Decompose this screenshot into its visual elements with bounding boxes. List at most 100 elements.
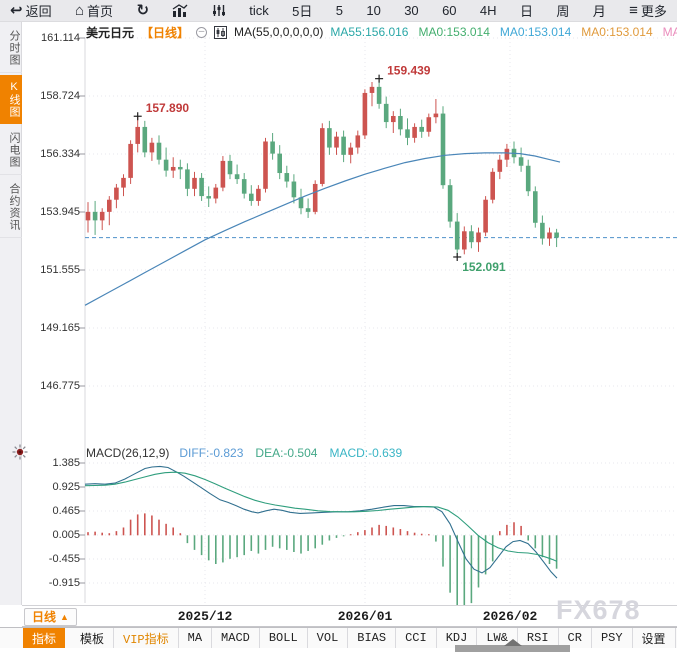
sliders-icon	[212, 4, 226, 17]
ma-value: MA0:153.014	[418, 25, 490, 39]
toolbar-item-label: 更多	[640, 4, 667, 19]
ma-settings-label: MA(55,0,0,0,0,0)	[234, 25, 324, 39]
indicator-tab-MACD[interactable]: MACD	[212, 628, 260, 648]
macd-axis-label: -0.915	[48, 577, 80, 589]
toolbar-item-week[interactable]: 周	[556, 1, 569, 20]
toolbar-item-label: 4H	[479, 3, 497, 18]
indicator-tab-CCI[interactable]: CCI	[396, 628, 437, 648]
toolbar-item-label: 30	[404, 3, 419, 18]
toolbar-item-label: 5日	[292, 4, 313, 19]
indicator-tab-VOL[interactable]: VOL	[308, 628, 349, 648]
toolbar-item-m30[interactable]: 30	[404, 3, 418, 18]
toolbar-item-label: 5	[335, 3, 343, 18]
ma-value: MA0:	[662, 25, 677, 39]
indicator-tab-指标[interactable]: 指标	[23, 628, 66, 648]
period-tag: 【日线】	[141, 25, 190, 40]
price-annotation: 159.439	[387, 64, 431, 78]
macd-axis-label: 1.385	[52, 457, 80, 469]
toolbar-item-chart-type[interactable]	[172, 4, 188, 17]
refresh-icon: ↻	[136, 2, 150, 19]
toolbar-item-label: 返回	[25, 4, 52, 19]
price-axis-label: 156.334	[40, 148, 80, 160]
toolbar-item-indicator-settings[interactable]	[212, 4, 226, 17]
toolbar-item-month[interactable]: 月	[593, 1, 606, 20]
toolbar-item-label: tick	[249, 3, 269, 18]
kline-style-icon[interactable]	[214, 25, 228, 39]
toolbar-item-label: 首页	[87, 4, 114, 19]
macd-axis-label: -0.455	[48, 553, 80, 565]
toolbar-item-label: 周	[556, 4, 570, 19]
price-axis-label: 153.945	[40, 206, 80, 218]
collapse-indicator-icon[interactable]: –	[196, 26, 208, 38]
indicator-tab-RSI[interactable]: RSI	[518, 628, 559, 648]
toolbar-item-h4[interactable]: 4H	[480, 3, 497, 18]
macd-value: MACD:-0.639	[329, 446, 403, 460]
indicator-tab-设置[interactable]: 设置	[633, 628, 676, 648]
x-axis-strip: 日线 ▲ 2025/12 2026/01 2026/02	[22, 605, 677, 627]
price-axis-label: 149.165	[40, 322, 80, 334]
toolbar-item-m60[interactable]: 60	[442, 3, 456, 18]
indicator-tab-CR[interactable]: CR	[559, 628, 592, 648]
indicator-tab-BIAS[interactable]: BIAS	[348, 628, 397, 648]
macd-axis-label: 0.465	[52, 505, 80, 517]
toolbar-item-home[interactable]: ⌂ 首页	[75, 1, 113, 20]
toolbar-item-label: 日	[519, 4, 533, 19]
macd-axis-label: 0.925	[52, 481, 80, 493]
indicator-tab-MA[interactable]: MA	[179, 628, 213, 648]
sidebar-tab-1[interactable]: 分时图	[0, 24, 22, 73]
price-annotation: 157.890	[146, 101, 190, 115]
bar-chart-icon	[172, 4, 188, 17]
indicator-tab-BOLL[interactable]: BOLL	[260, 628, 308, 648]
price-axis-label: 161.114	[41, 32, 80, 44]
macd-settings-label: MACD(26,12,9)	[86, 446, 170, 460]
toolbar-item-label: 月	[592, 4, 606, 19]
macd-values: DIFF:-0.823 DEA:-0.504 MACD:-0.639	[179, 446, 402, 460]
indicator-settings-icon[interactable]	[12, 444, 28, 465]
top-toolbar: ↩ 返回 ⌂ 首页 ↻ tick 5日 5 10 30 60 4H 日 周 月 ≡ 更多	[0, 0, 677, 22]
sidebar-tab-3[interactable]: 闪电图	[0, 126, 22, 175]
price-axis-label: 158.724	[40, 90, 80, 102]
fx678-watermark: FX678	[556, 595, 641, 625]
indicator-tab-bar: 指标 模板 VIP指标 MA MACD BOLL VOL BIAS CCI KDJ LW& RSI CR…	[0, 627, 677, 648]
toolbar-item-refresh[interactable]: ↻	[136, 3, 149, 18]
indicator-tab-PSY[interactable]: PSY	[592, 628, 633, 648]
toolbar-item-more[interactable]: ≡ 更多	[629, 1, 667, 20]
toolbar-item-5d[interactable]: 5日	[292, 1, 312, 20]
ma-value: MA55:156.016	[330, 25, 409, 39]
macd-value: DIFF:-0.823	[179, 446, 244, 460]
sidebar-tab-4[interactable]: 合约资讯	[0, 177, 22, 238]
indicator-tab-KDJ[interactable]: KDJ	[437, 628, 478, 648]
chart-type-sidebar: 分时图 K线图 闪电图 合约资讯	[0, 22, 22, 605]
x-axis-date: 2025/12	[177, 609, 233, 624]
toolbar-item-back[interactable]: ↩ 返回	[10, 1, 52, 20]
indicator-tab-LW&[interactable]: LW&	[477, 628, 518, 648]
back-icon: ↩	[10, 2, 23, 19]
period-selector-button[interactable]: 日线 ▲	[24, 608, 77, 626]
price-axis-label: 146.775	[40, 380, 80, 392]
panel-drag-handle[interactable]	[455, 639, 570, 652]
x-axis-date: 2026/02	[482, 609, 538, 624]
price-annotation: 152.091	[462, 260, 506, 274]
macd-header: MACD(26,12,9) DIFF:-0.823 DEA:-0.504 MACD:…	[86, 446, 402, 460]
x-axis-date: 2026/01	[337, 609, 393, 624]
ma-value: MA0:153.014	[499, 25, 572, 39]
ma-value: MA0:153.014	[581, 25, 653, 39]
ma-values: MA55:156.016 MA0:153.014 MA0:153.014 MA0:15…	[330, 25, 677, 39]
period-selector-label: 日线	[32, 610, 57, 624]
macd-axis-label: 0.005	[52, 529, 80, 541]
toolbar-item-m10[interactable]: 10	[366, 3, 380, 18]
toolbar-item-m5[interactable]: 5	[336, 3, 343, 18]
indicator-tab-模板[interactable]: 模板	[71, 628, 115, 648]
indicator-tab-VIP指标[interactable]: VIP指标	[114, 628, 179, 648]
sidebar-tab-2[interactable]: K线图	[0, 75, 22, 124]
toolbar-item-label: 60	[442, 3, 457, 18]
toolbar-item-day[interactable]: 日	[520, 1, 533, 20]
chart-header: 美元日元 【日线】 – MA(55,0,0,0,0,0) MA55:156.01…	[86, 24, 677, 40]
toolbar-item-tick[interactable]: tick	[249, 3, 269, 18]
symbol-name: 美元日元	[86, 25, 135, 40]
home-icon: ⌂	[74, 2, 85, 19]
triangle-up-icon: ▲	[60, 612, 69, 622]
menu-icon: ≡	[629, 2, 638, 19]
